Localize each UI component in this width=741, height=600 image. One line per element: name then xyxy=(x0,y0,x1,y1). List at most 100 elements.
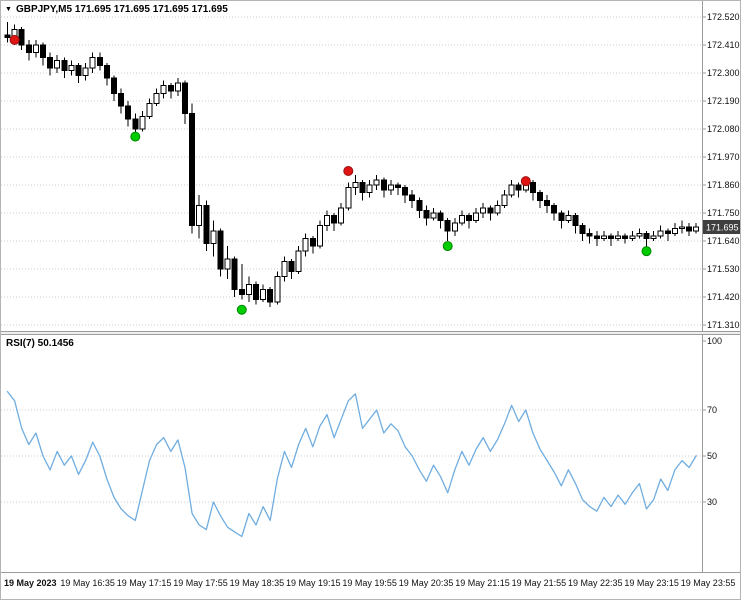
candle xyxy=(508,184,515,196)
price-axis-label: 171.750 xyxy=(707,208,740,218)
candle xyxy=(302,237,309,252)
candle xyxy=(167,85,174,92)
candle xyxy=(657,230,664,237)
candle xyxy=(146,103,153,117)
sell-signal-icon xyxy=(520,176,531,187)
price-axis-label: 171.530 xyxy=(707,264,740,274)
time-label: 19 May 2023 xyxy=(4,578,57,588)
price-axis-label: 171.310 xyxy=(707,320,740,330)
candle xyxy=(544,199,551,206)
candle xyxy=(409,194,416,201)
candle xyxy=(210,230,217,245)
candle xyxy=(111,77,117,94)
price-axis-label: 171.860 xyxy=(707,180,740,190)
chart-title: ▼ GBPJPY,M5 171.695 171.695 171.695 171.… xyxy=(5,4,228,15)
candle xyxy=(458,215,465,224)
candle xyxy=(61,59,68,71)
buy-signal-icon xyxy=(130,131,141,142)
candle xyxy=(636,232,643,237)
candle xyxy=(473,212,480,222)
candle xyxy=(238,288,245,295)
candle xyxy=(253,283,259,301)
rsi-axis-label: 100 xyxy=(707,336,722,346)
candle xyxy=(551,204,558,214)
candle xyxy=(444,220,451,232)
candle xyxy=(686,226,693,232)
candle xyxy=(622,235,629,239)
candle xyxy=(75,64,82,77)
rsi-line xyxy=(6,390,697,538)
candle xyxy=(4,34,11,38)
candle xyxy=(671,227,678,234)
indicator-label: RSI(7) 50.1456 xyxy=(6,338,74,349)
candle xyxy=(103,64,110,79)
candle xyxy=(153,92,160,105)
candle xyxy=(579,225,586,234)
candle xyxy=(54,59,61,69)
candle xyxy=(32,44,39,54)
candle xyxy=(395,184,401,189)
candle xyxy=(451,222,458,232)
candle xyxy=(615,235,622,239)
current-price-label: 171.695 xyxy=(706,223,739,233)
candle xyxy=(572,215,579,227)
time-label: 19 May 21:15 xyxy=(455,578,510,588)
sell-signal-icon xyxy=(9,34,20,45)
pane-separator[interactable] xyxy=(1,331,740,335)
rsi-axis-label: 70 xyxy=(707,405,717,415)
time-label: 19 May 20:35 xyxy=(398,578,454,588)
candle xyxy=(345,187,352,209)
price-axis-label: 172.300 xyxy=(707,68,740,78)
candle xyxy=(118,92,125,107)
candle xyxy=(245,283,252,295)
candle xyxy=(600,235,607,239)
candle xyxy=(295,250,302,273)
candle xyxy=(224,258,231,270)
candle xyxy=(402,187,409,196)
buy-signal-icon xyxy=(442,241,453,252)
time-label: 19 May 17:55 xyxy=(173,578,228,588)
time-label: 19 May 19:15 xyxy=(286,578,341,588)
candle xyxy=(132,118,139,130)
candle xyxy=(643,232,650,239)
candle xyxy=(196,204,203,227)
candle xyxy=(679,226,685,229)
candle xyxy=(352,181,359,189)
sell-signal-icon xyxy=(343,166,354,176)
candle xyxy=(437,212,444,222)
candle xyxy=(182,82,188,115)
rsi-axis-label: 30 xyxy=(707,497,717,507)
candle xyxy=(558,212,565,222)
candle xyxy=(629,235,636,239)
candle xyxy=(139,115,146,130)
candle xyxy=(316,225,323,247)
time-label: 19 May 23:15 xyxy=(624,578,679,588)
rsi-chart-canvas[interactable]: 100 70 50 30 xyxy=(1,335,740,572)
candle xyxy=(366,184,373,194)
chart-dropdown-icon[interactable]: ▼ xyxy=(5,6,12,13)
time-axis[interactable]: 19 May 2023 19 May 16:35 19 May 17:15 19 Ma… xyxy=(1,572,740,599)
candle xyxy=(274,276,281,303)
candle xyxy=(501,194,508,206)
candle xyxy=(217,230,224,270)
candle xyxy=(260,288,267,301)
candle xyxy=(331,215,338,224)
candle xyxy=(231,258,238,290)
rsi-pane[interactable]: 100 70 50 30 RSI(7) 50.1456 xyxy=(1,335,740,572)
price-pane[interactable]: 172.520 172.410 172.300 172.190 172.080 171.9… xyxy=(1,1,740,331)
candle xyxy=(89,57,96,69)
buy-signal-icon xyxy=(641,246,652,257)
price-axis-label: 172.410 xyxy=(707,40,740,50)
candle xyxy=(309,237,316,247)
candle xyxy=(416,199,423,211)
candle xyxy=(650,235,657,239)
candle xyxy=(565,215,572,222)
price-chart-canvas[interactable]: 172.520 172.410 172.300 172.190 172.080 171.9… xyxy=(1,1,740,331)
candle xyxy=(487,207,494,214)
candle xyxy=(47,57,54,69)
candle xyxy=(324,215,330,227)
rsi-axis-label: 50 xyxy=(707,451,717,461)
candle xyxy=(25,44,32,54)
candle xyxy=(40,44,46,59)
candle xyxy=(174,82,181,92)
